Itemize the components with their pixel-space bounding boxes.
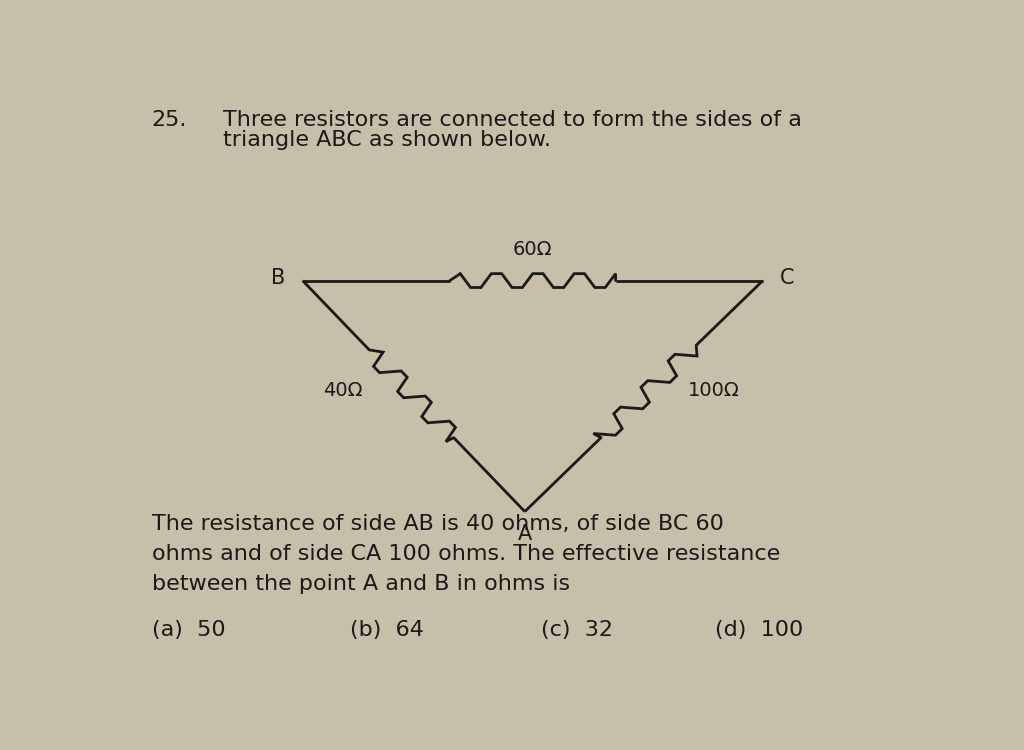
- Text: The resistance of side AB is 40 ohms, of side BC 60
ohms and of side CA 100 ohms: The resistance of side AB is 40 ohms, of…: [152, 514, 780, 594]
- Text: triangle ABC as shown below.: triangle ABC as shown below.: [223, 130, 551, 151]
- Text: A: A: [518, 524, 531, 544]
- Text: 25.: 25.: [152, 110, 187, 130]
- Text: C: C: [780, 268, 795, 288]
- Text: B: B: [271, 268, 285, 288]
- Text: Three resistors are connected to form the sides of a: Three resistors are connected to form th…: [223, 110, 802, 130]
- Text: (c)  32: (c) 32: [541, 620, 612, 640]
- Text: (b)  64: (b) 64: [350, 620, 424, 640]
- Text: 40Ω: 40Ω: [323, 381, 362, 400]
- Text: 100Ω: 100Ω: [687, 381, 739, 400]
- Text: (a)  50: (a) 50: [152, 620, 225, 640]
- Text: (d)  100: (d) 100: [715, 620, 804, 640]
- Text: 60Ω: 60Ω: [513, 240, 553, 259]
